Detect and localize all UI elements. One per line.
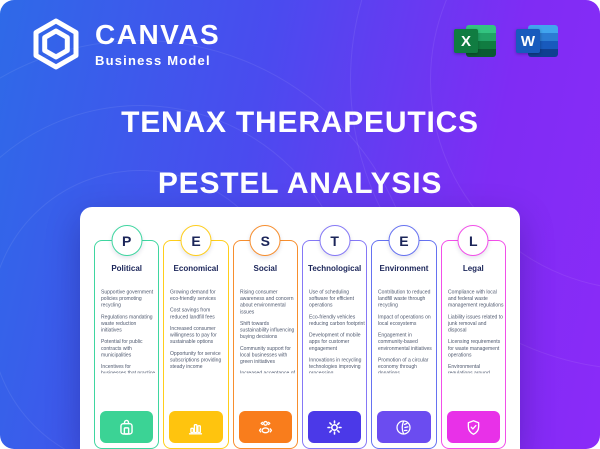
company-title: TENAX THERAPEUTICS: [121, 106, 479, 139]
shield-check-icon: [446, 411, 500, 443]
column-item: Supportive government policies promoting…: [101, 289, 154, 309]
leaf-icon: [377, 411, 431, 443]
brand-name: CANVAS: [95, 18, 221, 50]
letter-badge: S: [249, 225, 281, 256]
column-item: Increased consumer willingness to pay fo…: [170, 326, 218, 345]
column-item: Contribution to reduced landfill waste t…: [378, 289, 431, 309]
column-item: Use of scheduling software for efficient…: [308, 289, 354, 309]
column-item: Engagement in community-based environmen…: [378, 333, 433, 352]
word-letter: W: [516, 29, 540, 53]
column-items: Use of scheduling software for efficient…: [308, 289, 365, 374]
letter-badge: P: [111, 225, 143, 256]
column-item: Potential for public contracts with muni…: [101, 339, 143, 359]
word-icon[interactable]: W: [516, 21, 560, 61]
column-items: Growing demand for eco-friendly services…: [170, 289, 226, 373]
brand-logo: CANVAS Business Model: [30, 16, 220, 72]
pestel-column: L Legal Compliance with local and federa…: [440, 225, 506, 449]
column-title: Environment: [379, 264, 429, 273]
column-items: Supportive government policies promoting…: [101, 289, 157, 374]
pestel-column: P Political Supportive government polici…: [94, 225, 160, 449]
excel-sheet-bands: [466, 25, 496, 57]
column-item: Shift towards sustainability influencing…: [239, 321, 295, 340]
word-sheet-bands: [528, 25, 558, 57]
column-item: Increased acceptance of second-hand good…: [240, 371, 296, 373]
column-item: Rising consumer awareness and concern ab…: [239, 289, 294, 315]
excel-icon[interactable]: X: [454, 21, 498, 61]
excel-letter: X: [454, 29, 478, 53]
column-item: Growing demand for eco-friendly services: [170, 289, 217, 302]
column-item: Innovations in recycling technologies im…: [308, 358, 362, 373]
column-item: Promotion of a circular economy through …: [378, 358, 429, 373]
column-title: Social: [253, 264, 278, 273]
column-item: Cost savings from reduced landfill fees: [170, 308, 216, 320]
column-items: Rising consumer awareness and concern ab…: [239, 289, 296, 374]
column-title: Legal: [462, 264, 484, 273]
column-title: Economical: [173, 264, 219, 273]
bar-chart-icon: [169, 411, 223, 443]
column-item: Environmental regulations around disposa…: [447, 364, 490, 374]
column-item: Licensing requirements for waste managem…: [447, 339, 500, 359]
people-icon: [238, 411, 292, 443]
column-item: Incentives for businesses that practice …: [101, 364, 155, 374]
analysis-title: PESTEL ANALYSIS: [157, 167, 443, 200]
column-item: Regulations mandating waste reduction in…: [101, 314, 153, 334]
gear-icon: [307, 411, 362, 443]
pestel-column: E Environment Contribution to reduced la…: [371, 225, 437, 449]
column-title: Technological: [308, 264, 362, 273]
pestel-column: T Technological Use of scheduling softwa…: [301, 225, 368, 449]
letter-badge: E: [180, 225, 212, 256]
brand-tagline: Business Model: [95, 52, 211, 68]
column-items: Compliance with local and federal waste …: [447, 289, 504, 374]
column-item: Opportunity for service subscriptions pr…: [170, 351, 222, 370]
letter-badge: L: [457, 225, 489, 256]
letter-badge: T: [319, 225, 351, 256]
pestel-column: S Social Rising consumer awareness and c…: [232, 225, 298, 449]
column-item: Community support for local businesses w…: [239, 346, 291, 365]
column-item: Eco-friendly vehicles reducing carbon fo…: [308, 314, 365, 327]
column-item: Development of mobile apps for customer …: [308, 333, 361, 352]
briefcase-icon: [100, 411, 154, 443]
column-item: Compliance with local and federal waste …: [447, 289, 504, 309]
pestel-card: P Political Supportive government polici…: [80, 207, 520, 449]
column-item: Impact of operations on local ecosystems: [378, 314, 431, 327]
pestel-column: E Economical Growing demand for eco-frie…: [163, 225, 229, 449]
hexagon-logo-icon: [30, 16, 82, 72]
letter-badge: E: [388, 225, 420, 256]
column-item: Liability issues related to junk removal…: [447, 314, 503, 334]
column-title: Political: [111, 264, 142, 273]
file-format-icons: X W: [454, 21, 560, 61]
column-items: Contribution to reduced landfill waste t…: [378, 289, 434, 374]
